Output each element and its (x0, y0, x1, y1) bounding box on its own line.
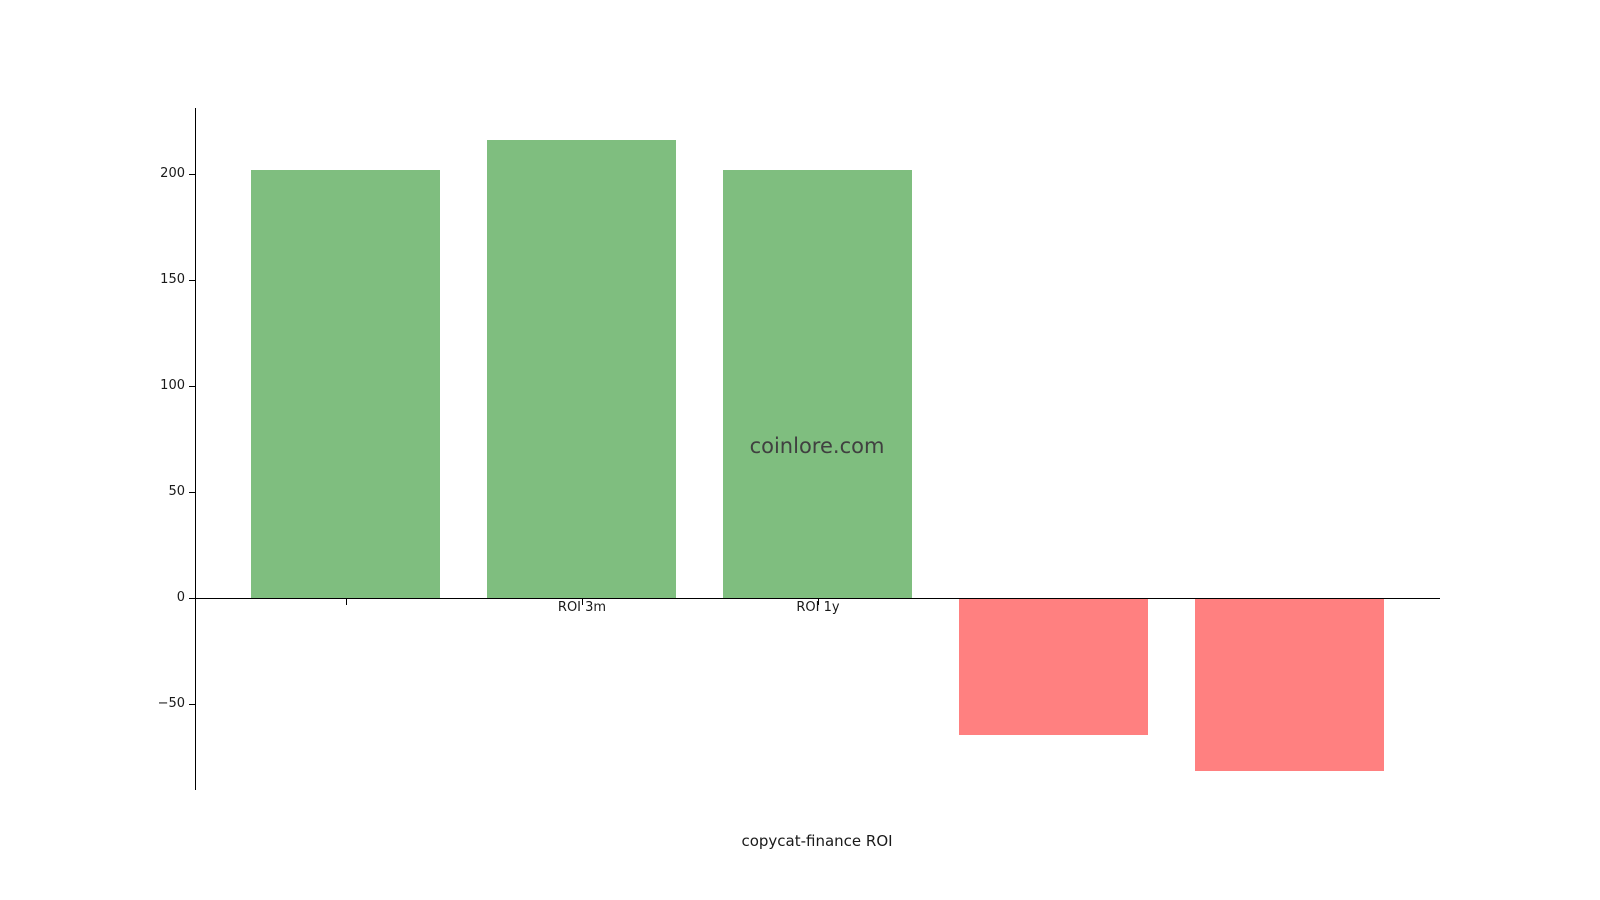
y-tick-label-3: 50 (168, 484, 185, 499)
y-tick-mark-3 (189, 492, 195, 493)
bar-2-roi-1y (723, 170, 912, 598)
y-tick-mark-0 (189, 174, 195, 175)
y-tick-mark-2 (189, 386, 195, 387)
bar-1-roi-3m (487, 140, 676, 598)
x-tick-label-2: ROI 1y (796, 600, 840, 615)
bar-0 (251, 170, 440, 598)
y-tick-label-5: −50 (157, 696, 185, 711)
y-tick-label-2: 100 (160, 378, 185, 393)
y-tick-mark-1 (189, 280, 195, 281)
y-tick-mark-5 (189, 704, 195, 705)
y-axis-spine (195, 108, 196, 790)
y-tick-mark-4 (189, 598, 195, 599)
y-tick-label-0: 200 (160, 166, 185, 181)
watermark-text: coinlore.com (749, 434, 885, 458)
bar-4 (1195, 599, 1384, 771)
x-axis-line (195, 598, 1440, 599)
chart-title: copycat-finance ROI (741, 832, 893, 850)
bar-3 (959, 599, 1148, 735)
x-tick-mark-2 (818, 599, 819, 605)
x-tick-mark-0 (346, 599, 347, 605)
x-tick-label-1: ROI 3m (557, 600, 607, 615)
x-tick-mark-1 (582, 599, 583, 605)
y-tick-label-4: 0 (176, 590, 185, 605)
y-tick-label-1: 150 (160, 272, 185, 287)
